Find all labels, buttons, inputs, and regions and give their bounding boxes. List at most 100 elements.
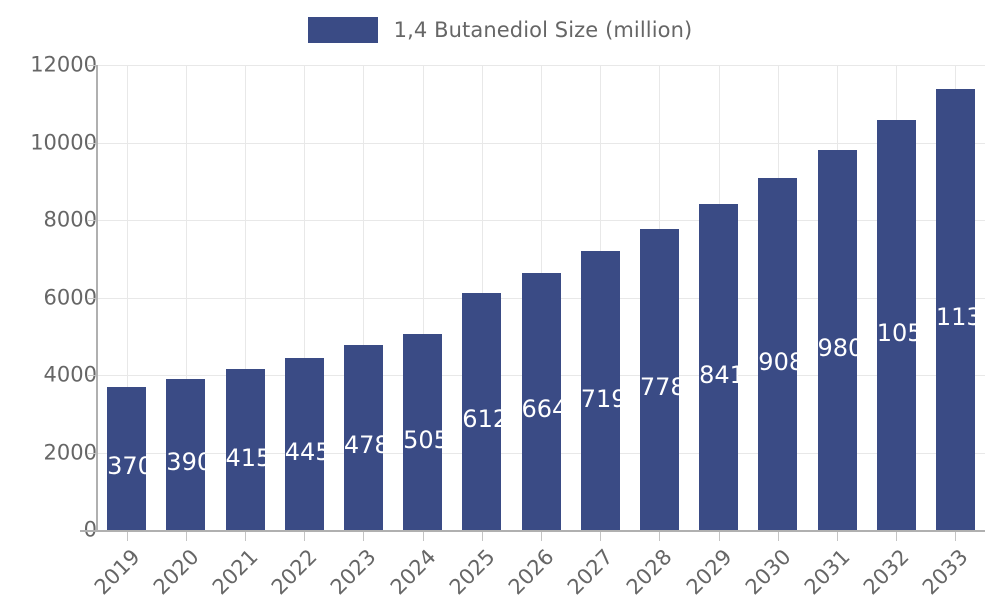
y-axis-tick-label: 6000 [43, 285, 97, 309]
x-axis-tick-mark [896, 532, 897, 541]
bar-value-label-text: 7780.5 [639, 375, 679, 400]
bar[interactable] [225, 369, 265, 530]
bar-value-label: 3900.5 [166, 450, 205, 474]
bar[interactable] [462, 292, 502, 530]
y-axis-tick-mark [88, 65, 97, 66]
x-axis-tick-label: 2019 [89, 544, 145, 600]
x-axis-tick-label: 2029 [681, 544, 737, 600]
x-axis-tick-label: 2032 [858, 544, 914, 600]
y-axis-tick-mark [88, 297, 97, 299]
y-axis-tick-label: 12000 [30, 52, 97, 77]
bar-value-label-text: 9800.5 [817, 336, 857, 361]
bar-value-label-text: 11390.6 [935, 305, 975, 330]
y-axis-tick-label: 0 [15, 519, 97, 541]
bar-value-label: 4150.5 [226, 446, 265, 470]
bar-value-label: 9080.5 [758, 350, 797, 374]
bar-value-label-text: 5050.5 [403, 428, 443, 453]
gridline-vertical [304, 65, 305, 530]
x-axis-tick-mark [363, 532, 364, 541]
bar[interactable] [699, 204, 739, 530]
bar-value-label-text: 6640.5 [521, 397, 561, 422]
x-axis-tick-label: 2023 [326, 544, 381, 600]
legend-label: 1,4 Butanediol Size (million) [393, 18, 693, 42]
y-axis-tick-label: 10000 [30, 130, 97, 154]
bar[interactable] [521, 272, 561, 530]
gridline-vertical [127, 65, 128, 530]
x-axis-spine [80, 530, 985, 532]
x-axis-tick-label: 2033 [918, 544, 973, 600]
bar-value-label: 6640.5 [522, 397, 561, 421]
bar-value-label-text: 8410.5 [699, 363, 739, 388]
y-axis-tick-label: 8000 [43, 207, 97, 232]
x-axis-tick-mark [482, 532, 483, 541]
x-axis-tick-label: 2031 [799, 544, 855, 600]
x-axis-tick-mark [837, 532, 838, 541]
x-axis-tick-mark [955, 532, 956, 541]
bar[interactable] [343, 344, 383, 530]
gridline-vertical [186, 65, 187, 530]
bar[interactable] [166, 378, 206, 530]
bar[interactable] [758, 178, 798, 530]
bar-value-label: 3700.5 [107, 454, 146, 478]
bar-value-label-text: 4150.5 [225, 445, 265, 470]
bar-value-label-text: 10570.6 [876, 321, 916, 346]
bar-value-label-text: 4780.5 [343, 433, 383, 458]
x-axis-tick-mark [127, 532, 128, 541]
x-axis-tick-label: 2026 [503, 544, 559, 600]
x-axis-tick-mark [719, 532, 720, 541]
bar[interactable] [107, 386, 147, 530]
y-axis-tick-label: 4000 [43, 362, 97, 387]
x-axis-tick-mark [423, 532, 424, 541]
x-axis-tick-label: 2027 [562, 544, 618, 600]
x-axis-tick-label: 2028 [622, 544, 677, 600]
y-axis-tick-mark [88, 375, 97, 376]
bar-value-label-text: 4450.5 [284, 439, 324, 464]
x-axis-tick-label: 2022 [266, 544, 322, 600]
bar-value-label-text: 3900.5 [166, 450, 206, 475]
bar[interactable] [284, 357, 324, 530]
bar-value-label-text: 3700.5 [107, 454, 147, 479]
x-axis-tick-mark [304, 532, 305, 541]
x-axis-tick-mark [541, 532, 542, 541]
bar[interactable] [403, 334, 443, 530]
y-axis-tick-mark [88, 142, 97, 144]
x-axis-tick-mark [186, 532, 187, 541]
bar-value-label: 4780.5 [344, 433, 383, 457]
y-axis: 0 2000 4000 6000 8000 10000 12000 [0, 0, 97, 600]
gridline-vertical [245, 65, 246, 530]
x-axis-tick-label: 2020 [148, 544, 204, 600]
bar[interactable] [817, 150, 857, 530]
gridline-vertical [363, 65, 364, 530]
x-axis-tick-label: 2025 [444, 544, 500, 600]
bar-value-label: 7780.5 [640, 375, 679, 399]
bar-value-label: 8410.5 [699, 363, 738, 387]
bar-value-label-text: 7190.5 [580, 386, 620, 411]
x-axis-tick-label: 2021 [207, 544, 263, 600]
y-axis-spine [96, 65, 98, 531]
bar[interactable] [580, 251, 620, 530]
x-axis-tick-label: 2024 [385, 544, 441, 600]
legend-color-swatch [307, 17, 378, 43]
bar-value-label: 11390.6 [936, 305, 975, 329]
x-axis-tick-mark [778, 532, 779, 541]
y-axis-tick-label: 2000 [43, 440, 97, 464]
bar-value-label: 7190.5 [581, 387, 620, 411]
gridline-vertical [423, 65, 424, 530]
y-axis-tick-mark [88, 452, 97, 454]
x-axis-tick-mark [600, 532, 601, 541]
plot-area: 3700.5 3900.5 4150.5 4450.5 4780.5 5050.5 6126… [97, 65, 985, 531]
bar-value-label: 4450.5 [285, 440, 324, 464]
bar[interactable] [876, 120, 916, 530]
x-axis-tick-mark [245, 532, 246, 541]
bar[interactable] [639, 228, 679, 530]
bar[interactable] [935, 88, 975, 530]
y-axis-tick-mark [88, 220, 97, 221]
bar-value-label: 10570.6 [877, 321, 916, 345]
x-axis-tick-mark [659, 532, 660, 541]
bar-value-label: 9800.5 [818, 336, 857, 360]
bar-value-label: 5050.5 [403, 428, 442, 452]
